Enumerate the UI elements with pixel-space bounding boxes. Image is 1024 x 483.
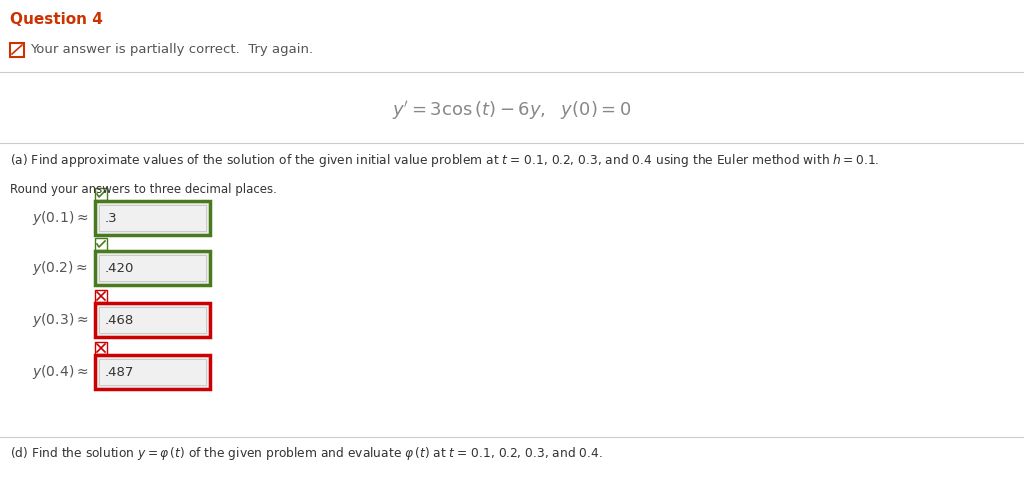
Text: (a) Find approximate values of the solution of the given initial value problem a: (a) Find approximate values of the solut…	[10, 152, 880, 169]
Bar	[95, 303, 210, 337]
Bar	[95, 355, 210, 389]
Text: .3: .3	[105, 212, 118, 225]
Text: Round your answers to three decimal places.: Round your answers to three decimal plac…	[10, 183, 276, 196]
Text: .487: .487	[105, 366, 134, 379]
Text: $y(0.2) \approx$: $y(0.2) \approx$	[33, 259, 88, 277]
Bar	[99, 307, 206, 333]
Bar	[95, 188, 106, 200]
Bar	[95, 238, 106, 250]
Bar	[99, 359, 206, 385]
Text: $y(0.4) \approx$: $y(0.4) \approx$	[32, 363, 88, 381]
Text: $y' = 3\cos\left(t\right) - 6y,\ \ y(0) = 0$: $y' = 3\cos\left(t\right) - 6y,\ \ y(0) …	[392, 99, 632, 122]
Bar	[95, 342, 106, 354]
Bar	[95, 201, 210, 235]
Bar	[95, 290, 106, 302]
Bar	[99, 255, 206, 281]
Text: (d) Find the solution $y = \varphi\,(t)$ of the given problem and evaluate $\var: (d) Find the solution $y = \varphi\,(t)$…	[10, 445, 603, 462]
Text: Your answer is partially correct.  Try again.: Your answer is partially correct. Try ag…	[30, 43, 313, 57]
Bar	[99, 205, 206, 231]
Text: .468: .468	[105, 313, 134, 327]
Text: $y(0.1) \approx$: $y(0.1) \approx$	[32, 209, 88, 227]
Text: Question 4: Question 4	[10, 12, 102, 27]
Text: .420: .420	[105, 261, 134, 274]
Bar	[10, 43, 24, 57]
Text: $y(0.3) \approx$: $y(0.3) \approx$	[32, 311, 88, 329]
Bar	[95, 251, 210, 285]
